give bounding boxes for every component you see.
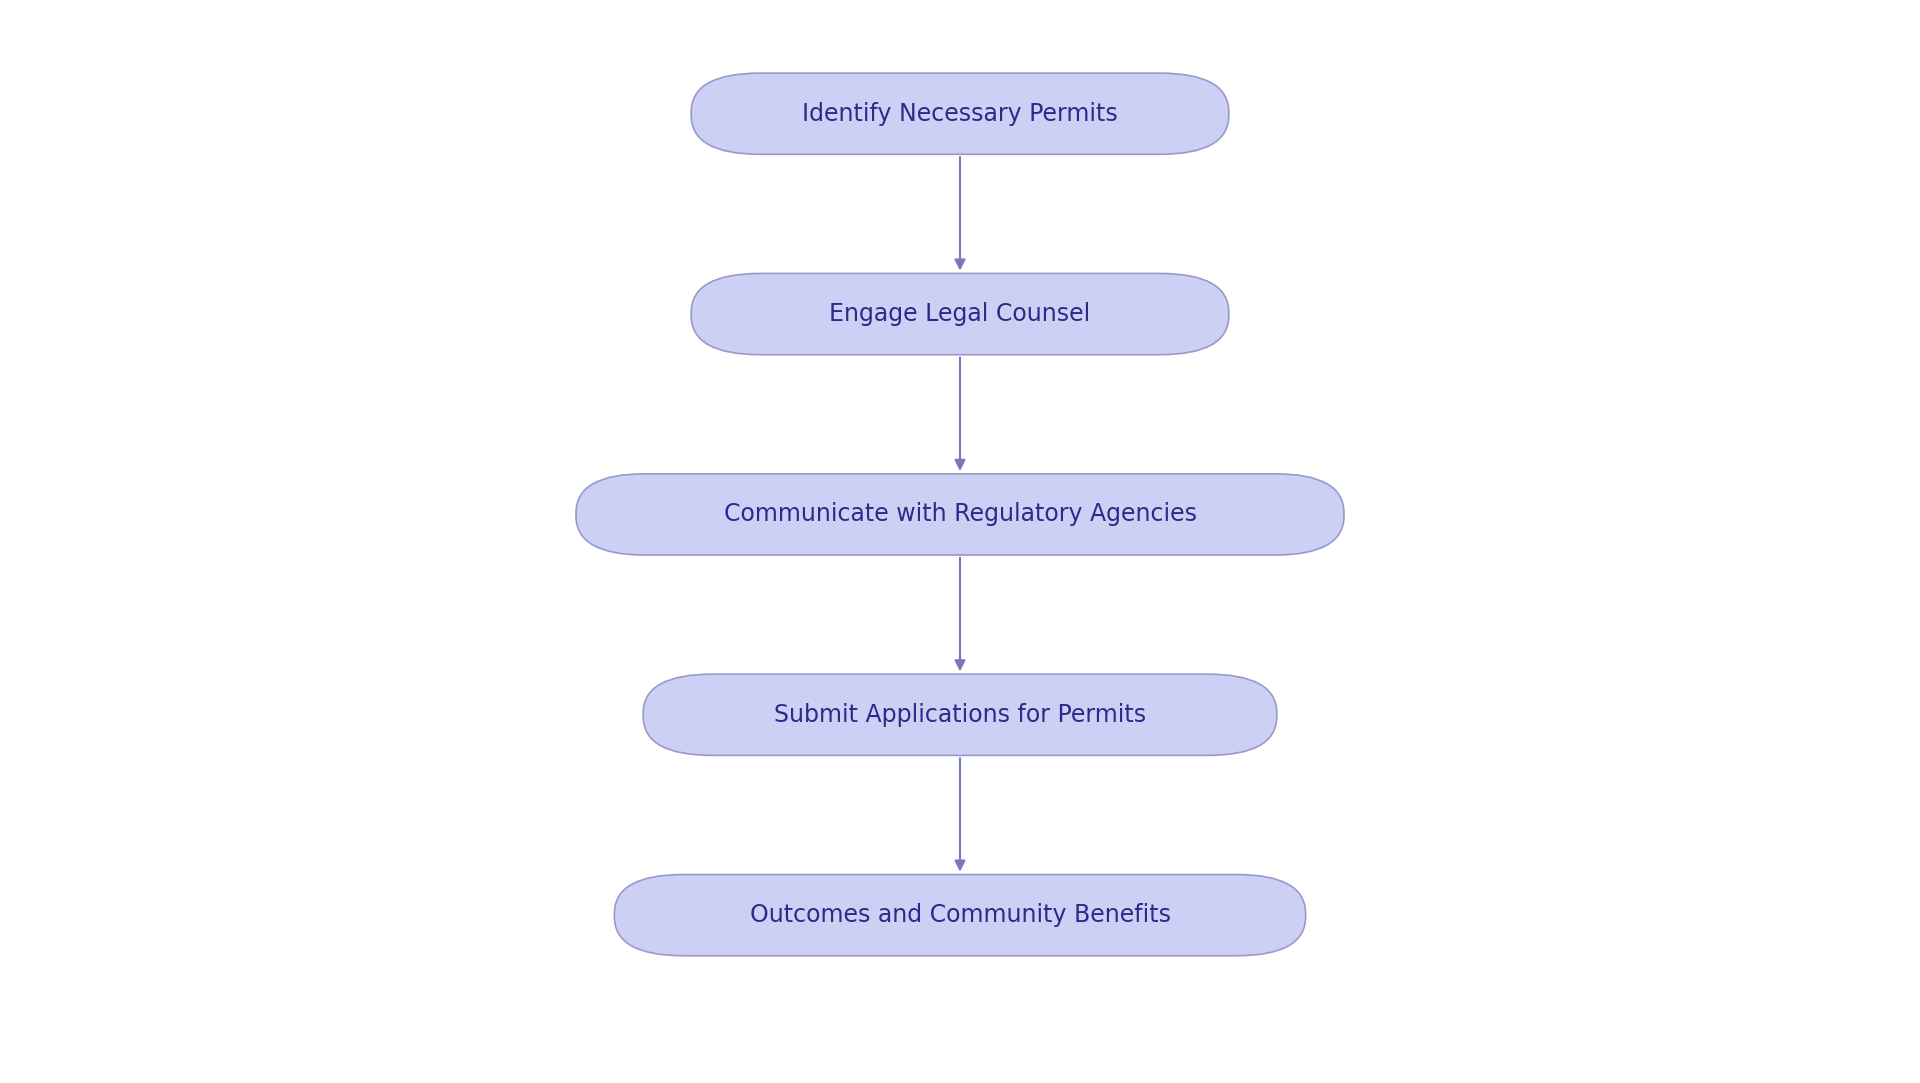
FancyBboxPatch shape (614, 875, 1306, 956)
FancyBboxPatch shape (691, 274, 1229, 355)
Text: Submit Applications for Permits: Submit Applications for Permits (774, 703, 1146, 727)
Text: Engage Legal Counsel: Engage Legal Counsel (829, 302, 1091, 326)
FancyBboxPatch shape (691, 74, 1229, 155)
FancyBboxPatch shape (576, 474, 1344, 554)
FancyBboxPatch shape (643, 674, 1277, 756)
Text: Outcomes and Community Benefits: Outcomes and Community Benefits (749, 903, 1171, 927)
Text: Identify Necessary Permits: Identify Necessary Permits (803, 102, 1117, 126)
Text: Communicate with Regulatory Agencies: Communicate with Regulatory Agencies (724, 503, 1196, 526)
